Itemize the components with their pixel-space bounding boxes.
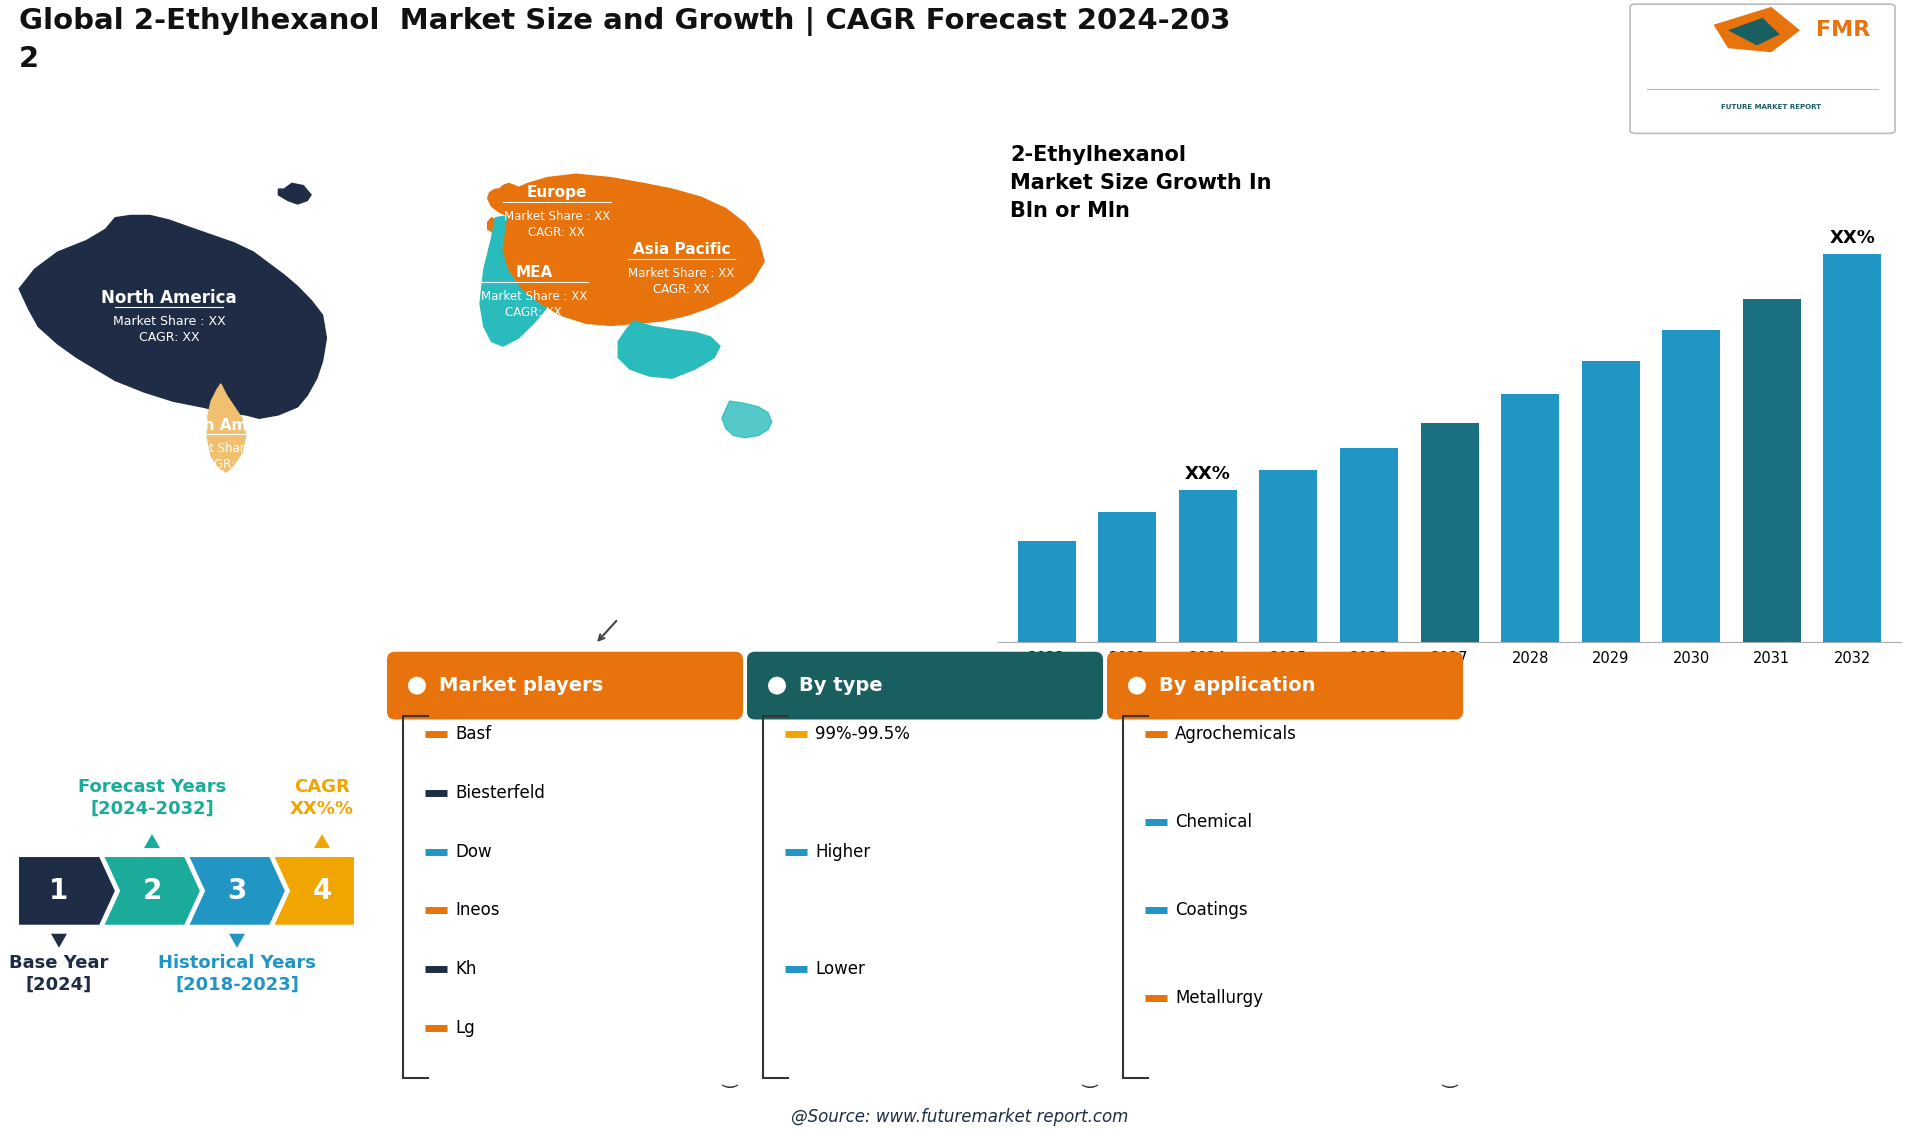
Bar xyxy=(1501,394,1559,642)
Text: Basf: Basf xyxy=(455,725,492,744)
Text: Historical Years: Historical Years xyxy=(157,953,317,972)
Text: 1: 1 xyxy=(50,877,69,905)
Text: CAGR: CAGR xyxy=(294,778,349,796)
FancyBboxPatch shape xyxy=(1108,652,1463,720)
Polygon shape xyxy=(228,934,246,948)
Bar xyxy=(1340,448,1398,642)
Text: Global 2-Ethylhexanol  Market Size and Growth | CAGR Forecast 2024-203
2: Global 2-Ethylhexanol Market Size and Gr… xyxy=(19,7,1231,72)
Bar xyxy=(1824,254,1882,642)
Bar xyxy=(1018,541,1075,642)
Text: XX%: XX% xyxy=(1830,229,1876,248)
Text: [2024]: [2024] xyxy=(25,975,92,994)
Text: Coatings: Coatings xyxy=(1175,901,1248,919)
Polygon shape xyxy=(278,183,311,204)
Text: By application: By application xyxy=(1160,676,1315,696)
Text: Market Share : XX
CAGR: XX: Market Share : XX CAGR: XX xyxy=(173,442,280,471)
Text: MEA: MEA xyxy=(515,265,553,281)
Text: Higher: Higher xyxy=(814,842,870,861)
Polygon shape xyxy=(52,934,67,948)
Circle shape xyxy=(766,676,787,696)
Text: Lg: Lg xyxy=(455,1019,474,1037)
Text: 99%-99.5%: 99%-99.5% xyxy=(814,725,910,744)
Polygon shape xyxy=(19,215,326,418)
Text: Market Share : XX
CAGR: XX: Market Share : XX CAGR: XX xyxy=(480,290,588,319)
Polygon shape xyxy=(722,401,772,438)
Text: ): ) xyxy=(1438,1083,1455,1090)
Polygon shape xyxy=(273,856,355,926)
Text: @Source: www.futuremarket report.com: @Source: www.futuremarket report.com xyxy=(791,1108,1129,1127)
Circle shape xyxy=(1127,676,1146,696)
Text: ): ) xyxy=(718,1083,735,1090)
Polygon shape xyxy=(1728,18,1780,46)
Text: XX%: XX% xyxy=(1185,465,1231,484)
Text: Metallurgy: Metallurgy xyxy=(1175,989,1263,1007)
Bar xyxy=(1179,490,1236,642)
FancyBboxPatch shape xyxy=(1630,5,1895,133)
Text: 4: 4 xyxy=(313,877,332,905)
Bar xyxy=(1421,423,1478,642)
Text: Forecast Years: Forecast Years xyxy=(79,778,227,796)
Text: Market Share : XX
CAGR: XX: Market Share : XX CAGR: XX xyxy=(113,315,225,344)
Text: ): ) xyxy=(1077,1083,1096,1090)
Text: Market Share : XX
CAGR: XX: Market Share : XX CAGR: XX xyxy=(503,210,611,238)
Text: Kh: Kh xyxy=(455,960,476,978)
Text: [2024-2032]: [2024-2032] xyxy=(90,800,213,818)
Polygon shape xyxy=(488,183,534,218)
Bar xyxy=(1743,299,1801,642)
Text: North America: North America xyxy=(102,289,236,307)
Polygon shape xyxy=(488,218,507,235)
Text: Europe: Europe xyxy=(526,185,588,201)
Polygon shape xyxy=(144,834,159,848)
Text: Market Share : XX
CAGR: XX: Market Share : XX CAGR: XX xyxy=(628,267,735,296)
Polygon shape xyxy=(618,321,720,378)
Polygon shape xyxy=(188,856,286,926)
Bar xyxy=(1582,361,1640,642)
Bar xyxy=(1663,330,1720,642)
Bar xyxy=(1098,512,1156,642)
Circle shape xyxy=(407,676,426,696)
Text: XX%%: XX%% xyxy=(290,800,353,818)
Text: Lower: Lower xyxy=(814,960,864,978)
Text: Market players: Market players xyxy=(440,676,603,696)
Text: Base Year: Base Year xyxy=(10,953,109,972)
Text: 3: 3 xyxy=(227,877,246,905)
Polygon shape xyxy=(17,856,115,926)
Text: Biesterfeld: Biesterfeld xyxy=(455,784,545,802)
Polygon shape xyxy=(480,215,568,346)
Text: 2-Ethylhexanol
Market Size Growth In
Bln or Mln: 2-Ethylhexanol Market Size Growth In Bln… xyxy=(1010,146,1271,221)
Polygon shape xyxy=(1713,7,1801,53)
Polygon shape xyxy=(315,834,330,848)
Text: 2: 2 xyxy=(142,877,161,905)
Polygon shape xyxy=(104,856,202,926)
Text: [2018-2023]: [2018-2023] xyxy=(175,975,300,994)
Text: FMR: FMR xyxy=(1816,21,1870,40)
Text: South America: South America xyxy=(163,417,290,433)
Text: Chemical: Chemical xyxy=(1175,814,1252,831)
Text: Ineos: Ineos xyxy=(455,901,499,919)
Text: Asia Pacific: Asia Pacific xyxy=(634,242,730,258)
FancyBboxPatch shape xyxy=(747,652,1102,720)
FancyBboxPatch shape xyxy=(388,652,743,720)
Text: Dow: Dow xyxy=(455,842,492,861)
Bar xyxy=(1260,470,1317,642)
Polygon shape xyxy=(207,384,246,472)
Text: FUTURE MARKET REPORT: FUTURE MARKET REPORT xyxy=(1720,104,1822,110)
Polygon shape xyxy=(503,174,764,325)
Text: By type: By type xyxy=(799,676,883,696)
Text: Agrochemicals: Agrochemicals xyxy=(1175,725,1296,744)
